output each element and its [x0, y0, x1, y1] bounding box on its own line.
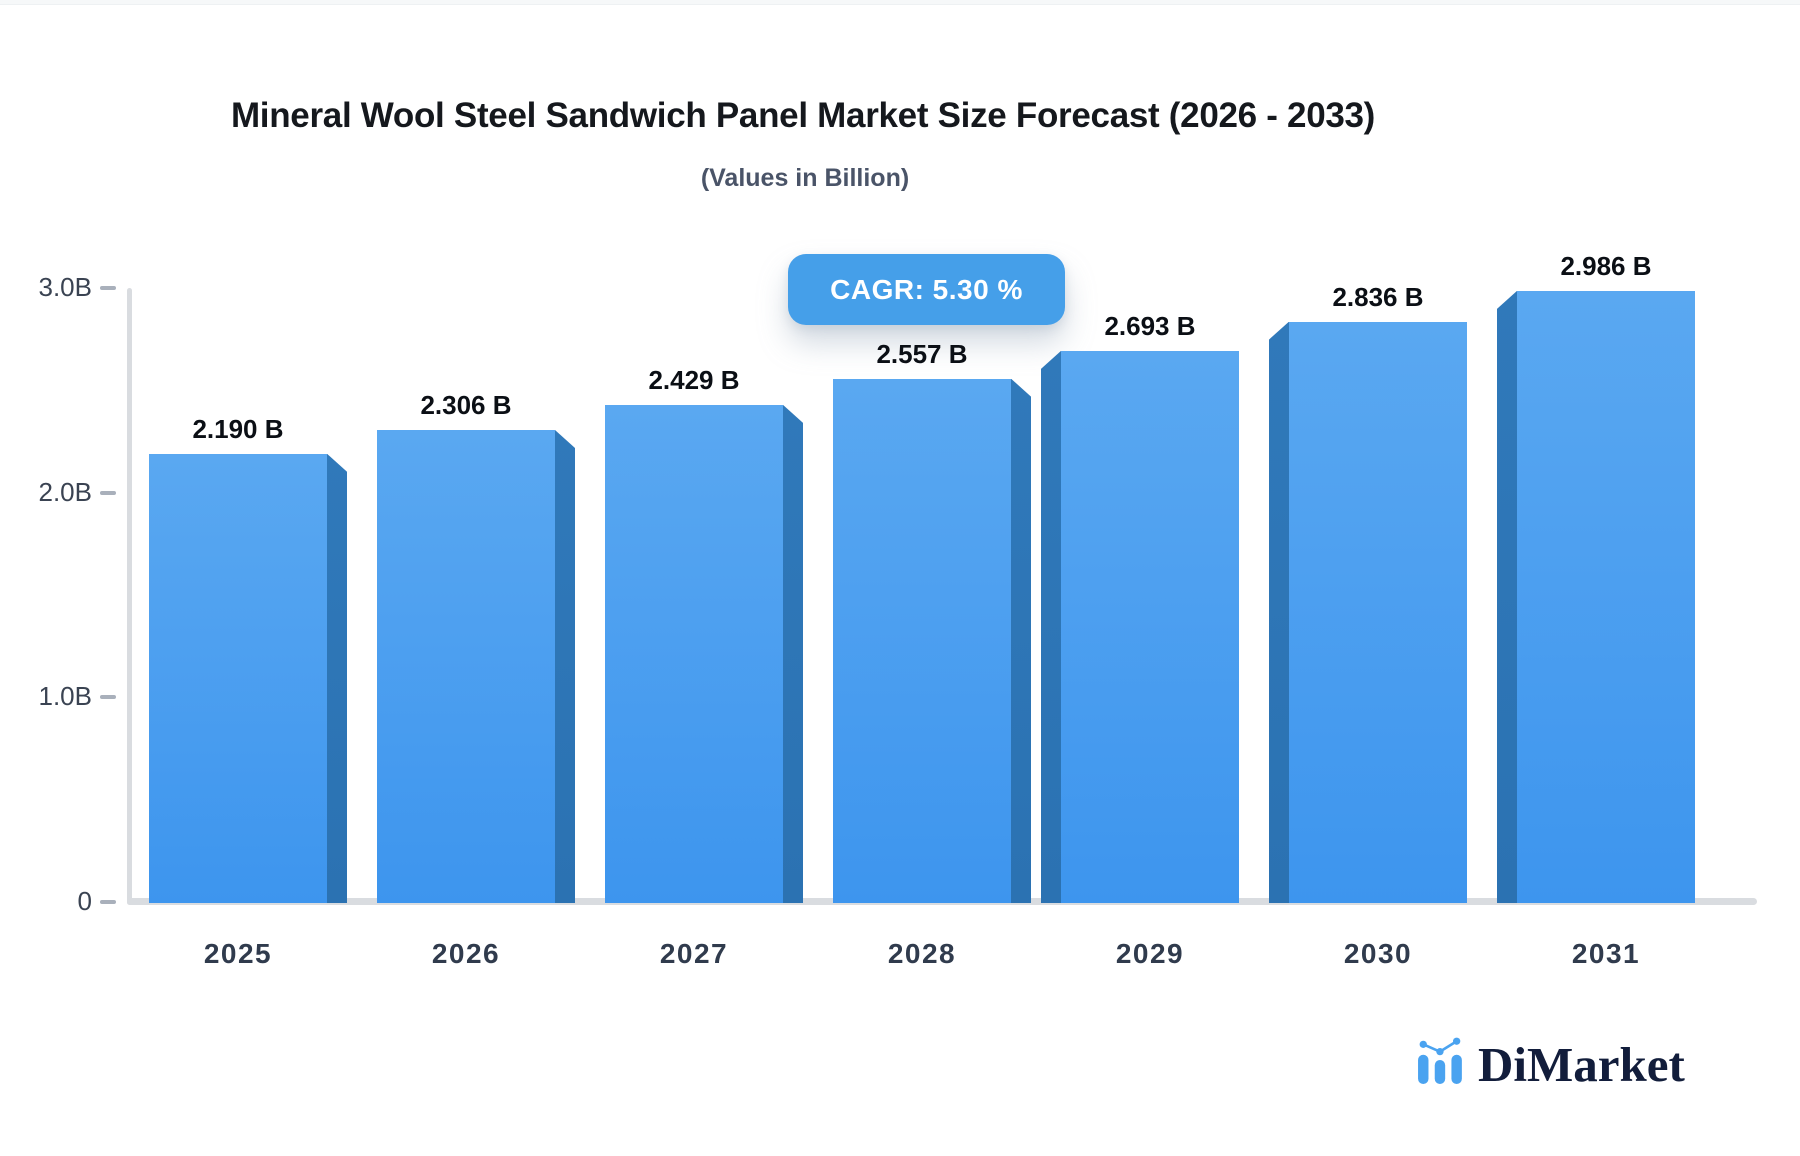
y-axis-tick-label: 2.0B: [38, 476, 93, 507]
bar-value-label: 2.306 B: [420, 390, 512, 421]
bar-face: [1517, 290, 1695, 903]
x-axis-label-2027: 2027: [659, 938, 729, 969]
bar-3d-side: [1011, 378, 1031, 903]
bar-face: [605, 404, 783, 903]
x-axis-label-2030: 2030: [1343, 938, 1413, 969]
y-axis-tick: [100, 695, 116, 700]
bar-3d-side: [1041, 350, 1061, 903]
bar-2029: [1041, 350, 1239, 903]
bar-value-label: 2.557 B: [876, 338, 968, 369]
bar-2026: [377, 430, 575, 903]
y-axis-tick-label: 1.0B: [38, 681, 93, 712]
cagr-badge-label: CAGR: 5.30 %: [830, 273, 1023, 305]
bar-value-label: 2.836 B: [1332, 281, 1424, 312]
brand-logo: DiMarket: [1418, 1036, 1685, 1089]
bar-face: [149, 453, 327, 903]
bar-face: [1061, 350, 1239, 903]
x-axis-label-2031: 2031: [1571, 938, 1641, 969]
x-axis-label-2026: 2026: [431, 938, 501, 969]
bar-face: [833, 378, 1011, 903]
bar-3d-side: [327, 453, 347, 903]
bar-3d-side: [1269, 321, 1289, 903]
x-axis-label-2029: 2029: [1115, 938, 1185, 969]
bar-value-label: 2.986 B: [1560, 250, 1652, 281]
bar-face: [1289, 321, 1467, 903]
bar-face: [377, 430, 555, 903]
bar-2027: [605, 404, 803, 903]
mini-bar-chart-trend-icon: [1418, 1037, 1462, 1084]
x-axis-label-2028: 2028: [887, 938, 957, 969]
bar-2028: [833, 378, 1031, 903]
chart-subtitle: (Values in Billion): [700, 164, 910, 192]
bar-value-label: 2.429 B: [648, 364, 740, 395]
cagr-badge: CAGR: 5.30 %: [788, 254, 1065, 325]
bar-2030: [1269, 321, 1467, 903]
y-axis-tick-label: 3.0B: [38, 272, 93, 302]
y-axis-tick: [100, 286, 116, 290]
y-axis-line: [127, 288, 132, 905]
bar-value-label: 2.190 B: [192, 413, 284, 444]
chart-title: Mineral Wool Steel Sandwich Panel Market…: [230, 96, 1376, 135]
bar-3d-side: [555, 430, 575, 903]
bar-2031: [1497, 290, 1695, 903]
bar-3d-side: [783, 404, 803, 903]
y-axis-tick-label: 0: [77, 886, 92, 916]
bar-3d-side: [1497, 290, 1517, 903]
x-axis-label-2025: 2025: [203, 938, 273, 969]
bar-2025: [149, 453, 347, 903]
y-axis-tick: [100, 490, 116, 495]
y-axis-tick: [100, 900, 116, 904]
brand-wordmark: DiMarket: [1478, 1037, 1685, 1092]
bar-value-label: 2.693 B: [1104, 310, 1196, 341]
